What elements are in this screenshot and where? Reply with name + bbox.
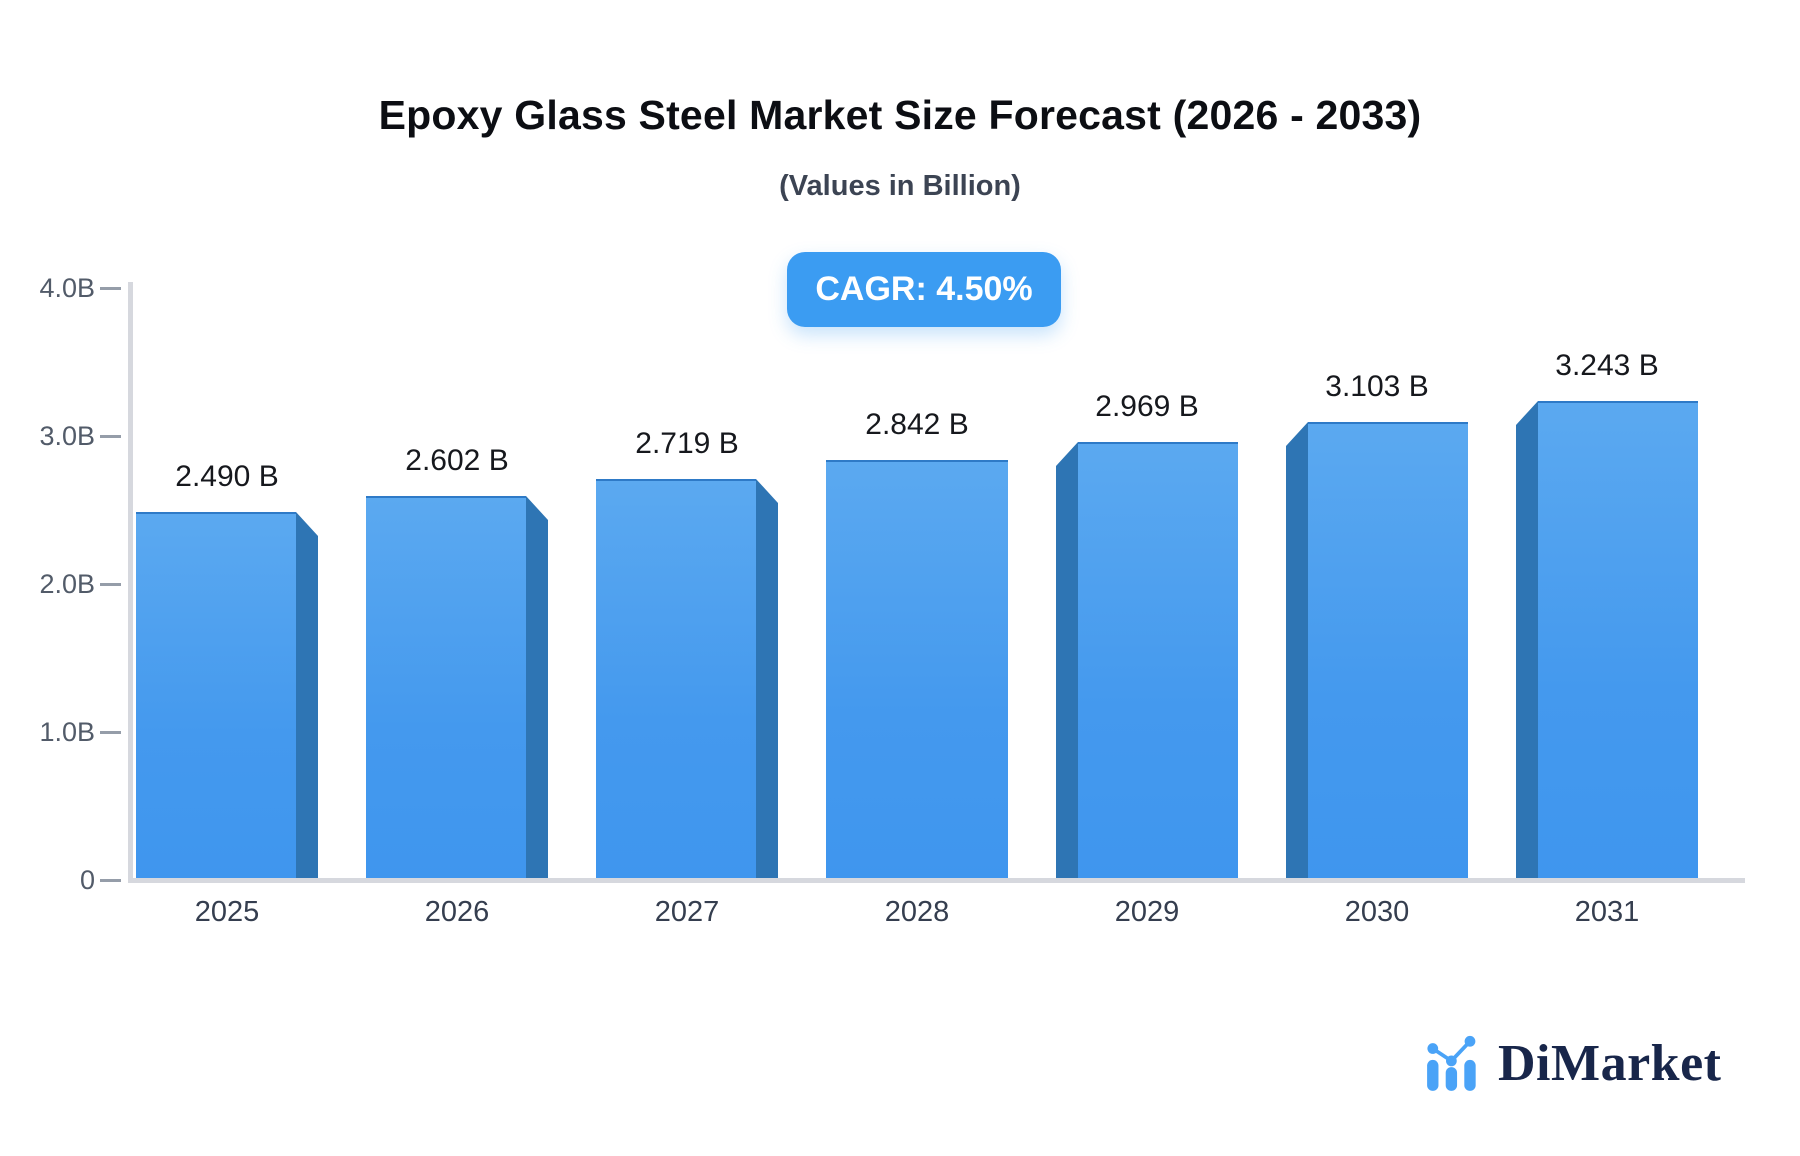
y-axis-tick-label: 2.0B [39,569,95,599]
bar-face [826,460,1008,881]
x-axis-label-2027: 2027 [654,896,720,928]
bar-value-label-2026: 2.602 B [405,444,509,477]
y-axis-tick-mark [100,435,121,438]
bar-value-label-2029: 2.969 B [1095,390,1199,423]
cagr-badge: CAGR: 4.50% [787,252,1061,327]
y-axis-tick-mark [100,287,121,290]
y-axis-tick-mark [100,879,121,882]
bar-side-shading [1056,442,1078,881]
chart-subtitle: (Values in Billion) [779,170,1021,202]
y-axis-tick-label: 1.0B [39,717,95,747]
bar-face [1538,401,1698,881]
bar-value-label-2031: 3.243 B [1555,349,1659,382]
bar-2031 [1516,401,1698,881]
x-axis-label-2031: 2031 [1574,896,1640,928]
bar-value-label-2028: 2.842 B [865,408,969,441]
y-axis-tick-mark [100,731,121,734]
bar-chart-logo-icon [1427,1035,1476,1091]
x-axis-label-2025: 2025 [194,896,260,928]
bar-side-shading [756,479,778,881]
x-axis-label-2028: 2028 [884,896,950,928]
bar-face [136,512,296,881]
x-axis-line [128,878,1745,883]
bar-2027 [596,479,778,881]
y-axis-tick-label: 0 [79,865,95,895]
bar-side-shading [1516,401,1538,881]
bar-face [1078,442,1238,881]
bar-2028 [826,460,1008,881]
chart-title: Epoxy Glass Steel Market Size Forecast (… [378,92,1422,138]
cagr-badge-label: CAGR: 4.50% [815,270,1033,308]
brand-name: DiMarket [1498,1034,1722,1092]
bar-face [366,496,526,881]
y-axis-tick-mark [100,583,121,586]
brand-watermark: DiMarket [1424,1033,1721,1093]
bar-value-label-2030: 3.103 B [1325,370,1429,403]
bar-side-shading [296,512,318,881]
y-axis-tick-label: 3.0B [39,421,95,451]
bar-2026 [366,496,548,881]
x-axis-label-2030: 2030 [1344,896,1410,928]
y-axis-line [128,282,133,883]
bar-face [596,479,756,881]
x-axis-label-2026: 2026 [424,896,490,928]
bar-2025 [136,512,318,881]
bar-side-shading [1286,422,1308,881]
y-axis-tick-label: 4.0B [39,273,95,303]
bar-face [1308,422,1468,881]
bar-2030 [1286,422,1468,881]
bar-value-label-2027: 2.719 B [635,427,739,460]
bar-side-shading [526,496,548,881]
bar-value-label-2025: 2.490 B [175,460,279,493]
x-axis-label-2029: 2029 [1114,896,1180,928]
bar-2029 [1056,442,1238,881]
